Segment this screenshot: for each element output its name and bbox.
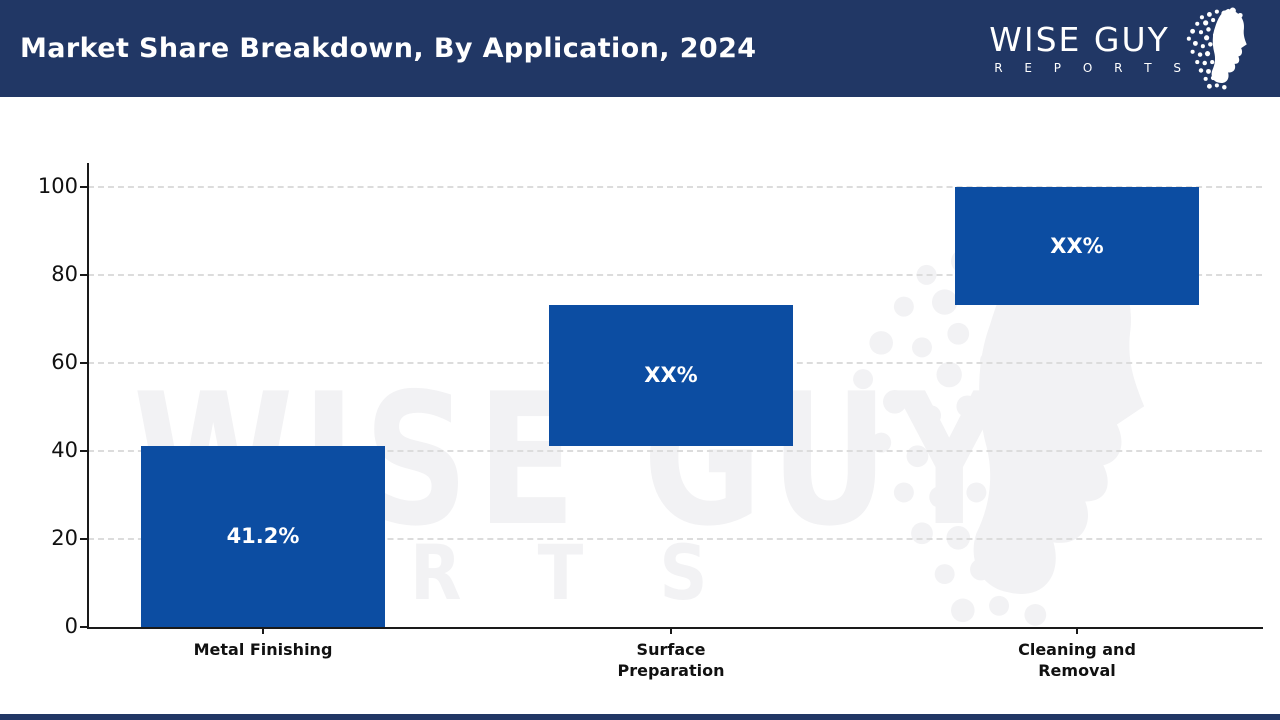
dotted-face-logo-icon xyxy=(1186,7,1247,90)
wise-guy-reports-logo: WISE GUY R E P O R T S xyxy=(989,7,1254,91)
x-category-label-1: Metal Finishing xyxy=(153,639,373,660)
footer-band xyxy=(0,714,1280,720)
y-axis-line xyxy=(87,163,89,629)
y-tick-0 xyxy=(80,626,88,628)
bar-1: 41.2% xyxy=(141,445,385,627)
logo-brand-subtitle: R E P O R T S xyxy=(994,60,1190,75)
logo-brand-name: WISE GUY xyxy=(989,19,1170,59)
y-tick-label-100: 100 xyxy=(37,174,78,198)
x-category-label-2: Surface Preparation xyxy=(561,639,781,681)
y-tick-80 xyxy=(80,274,88,276)
y-tick-20 xyxy=(80,538,88,540)
x-tick-3 xyxy=(1076,627,1078,634)
bar-value-label-1: 41.2% xyxy=(226,524,300,549)
gridline-80 xyxy=(88,274,1262,276)
bar-3: XX% xyxy=(955,187,1199,305)
x-category-label-line: Preparation xyxy=(617,661,725,680)
y-tick-40 xyxy=(80,450,88,452)
x-category-label-line: Metal Finishing xyxy=(193,640,333,659)
bar-2: XX% xyxy=(549,304,793,446)
plot-area: WISE GUY P O R T S 0 20 40 60 80 100 41.2% XX% X… xyxy=(0,97,1280,720)
header-band: Market Share Breakdown, By Application, … xyxy=(0,0,1280,97)
gridline-20 xyxy=(88,538,1262,540)
y-tick-100 xyxy=(80,186,88,188)
x-category-label-line: Removal xyxy=(1038,661,1116,680)
y-tick-label-0: 0 xyxy=(64,614,78,638)
x-tick-1 xyxy=(262,627,264,634)
y-tick-label-80: 80 xyxy=(51,262,78,286)
gridline-40 xyxy=(88,450,1262,452)
gridline-100 xyxy=(88,186,1262,188)
y-tick-label-40: 40 xyxy=(51,438,78,462)
y-tick-label-20: 20 xyxy=(51,526,78,550)
logo-text: WISE GUY R E P O R T S xyxy=(989,23,1190,75)
x-category-label-line: Surface xyxy=(636,640,706,659)
bar-value-label-3: XX% xyxy=(1050,233,1104,258)
y-tick-60 xyxy=(80,362,88,364)
x-category-label-line: Cleaning and xyxy=(1018,640,1136,659)
x-category-label-3: Cleaning and Removal xyxy=(967,639,1187,681)
x-axis-line xyxy=(87,627,1263,629)
bar-value-label-2: XX% xyxy=(644,363,698,388)
x-tick-2 xyxy=(670,627,672,634)
chart-title: Market Share Breakdown, By Application, … xyxy=(20,33,757,64)
y-tick-label-60: 60 xyxy=(51,350,78,374)
